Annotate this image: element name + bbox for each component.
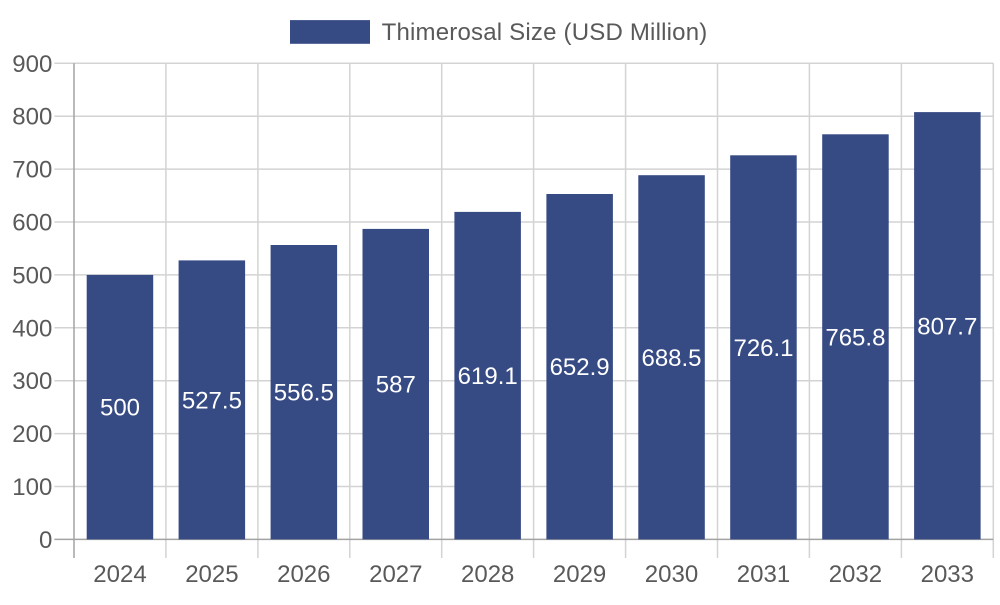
svg-text:527.5: 527.5 — [182, 387, 242, 414]
svg-text:2029: 2029 — [553, 561, 606, 588]
svg-text:300: 300 — [12, 368, 52, 395]
svg-text:2026: 2026 — [277, 561, 330, 588]
svg-text:400: 400 — [12, 315, 52, 342]
svg-text:688.5: 688.5 — [641, 345, 701, 372]
svg-text:Thimerosal Size (USD Million): Thimerosal Size (USD Million) — [382, 19, 708, 46]
svg-text:556.5: 556.5 — [274, 380, 334, 407]
svg-text:0: 0 — [39, 527, 52, 554]
svg-text:2028: 2028 — [461, 561, 514, 588]
svg-text:800: 800 — [12, 104, 52, 131]
svg-text:900: 900 — [12, 51, 52, 78]
svg-text:700: 700 — [12, 157, 52, 184]
svg-text:726.1: 726.1 — [733, 335, 793, 362]
svg-text:200: 200 — [12, 421, 52, 448]
svg-text:2027: 2027 — [369, 561, 422, 588]
svg-text:2030: 2030 — [645, 561, 698, 588]
svg-text:600: 600 — [12, 210, 52, 237]
svg-text:500: 500 — [100, 395, 140, 422]
svg-text:2025: 2025 — [185, 561, 238, 588]
svg-text:807.7: 807.7 — [917, 313, 977, 340]
svg-text:500: 500 — [12, 262, 52, 289]
svg-text:765.8: 765.8 — [825, 324, 885, 351]
svg-text:100: 100 — [12, 474, 52, 501]
svg-text:2032: 2032 — [829, 561, 882, 588]
svg-text:619.1: 619.1 — [458, 363, 518, 390]
svg-text:2033: 2033 — [921, 561, 974, 588]
svg-text:587: 587 — [376, 372, 416, 399]
svg-text:2031: 2031 — [737, 561, 790, 588]
svg-text:2024: 2024 — [93, 561, 146, 588]
svg-text:652.9: 652.9 — [550, 354, 610, 381]
